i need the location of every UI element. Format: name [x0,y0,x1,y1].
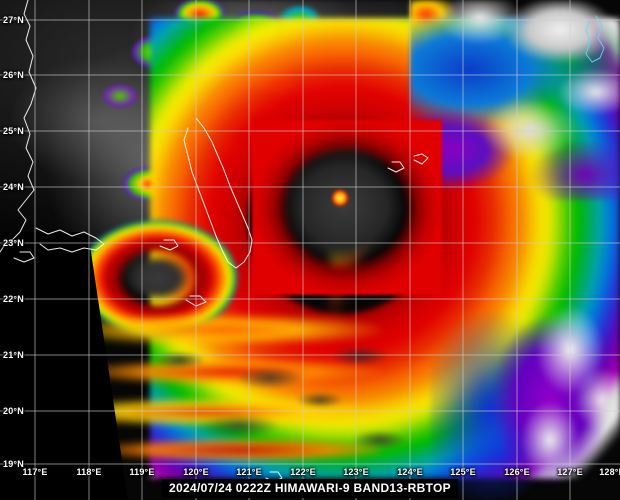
lat-label-23n: 23°N [3,238,24,248]
lat-label-22n: 22°N [3,294,24,304]
northeast-cold-cloud-tops [410,0,620,200]
lat-label-19n: 19°N [3,459,24,469]
lon-label-120e: 120°E [183,467,209,477]
lon-label-123e: 123°E [343,467,369,477]
lon-label-121e: 121°E [236,467,262,477]
cloud-top-mottling [120,330,450,480]
lon-label-124e: 124°E [397,467,423,477]
typhoon-eye [252,120,442,295]
lat-label-25n: 25°N [3,126,24,136]
southeast-cold-cloud-tops [430,290,620,500]
lon-label-117e: 117°E [22,467,48,477]
lon-label-127e: 127°E [557,467,583,477]
lat-label-27n: 27°N [3,15,24,25]
lon-label-128e: 128°E [599,467,620,477]
lat-label-21n: 21°N [3,350,24,360]
lon-label-126e: 126°E [504,467,530,477]
lat-label-26n: 26°N [3,70,24,80]
lon-label-118e: 118°E [76,467,102,477]
lat-label-20n: 20°N [3,406,24,416]
lon-label-122e: 122°E [290,467,316,477]
lon-label-125e: 125°E [450,467,476,477]
lon-label-119e: 119°E [129,467,155,477]
image-caption: 2024/07/24 0222Z HIMAWARI-9 BAND13-RBTOP [162,479,458,498]
lat-label-24n: 24°N [3,182,24,192]
